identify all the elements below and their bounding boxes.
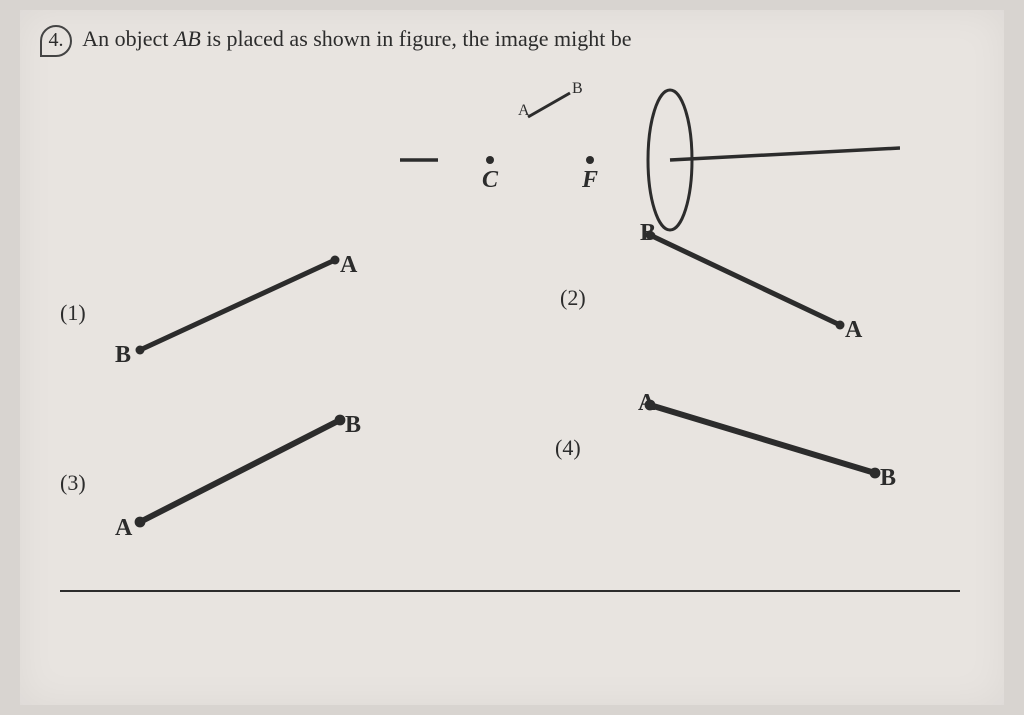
option-label-3: (3) <box>60 470 86 496</box>
label-B-obj: B <box>572 80 583 97</box>
point-F <box>586 156 594 164</box>
option-line-4 <box>650 405 885 483</box>
option-4-label-A: A <box>638 390 655 417</box>
question-number: 4. <box>40 25 72 57</box>
question-header: 4. An object AB is placed as shown in fi… <box>40 25 632 57</box>
option-label-2: (2) <box>560 285 586 311</box>
question-text-suffix: is placed as shown in figure, the image … <box>201 26 632 51</box>
question-text-prefix: An object <box>82 26 174 51</box>
option-1-label-B: B <box>115 342 131 369</box>
lens-diagram: C F A B <box>400 65 900 235</box>
option-4-label-B: B <box>880 465 896 492</box>
option-line-3 <box>140 420 350 532</box>
option-1-label-A: A <box>340 252 357 279</box>
lens-svg: C F A B <box>400 65 900 235</box>
option-label-1: (1) <box>60 300 86 326</box>
option-3-label-B: B <box>345 412 361 439</box>
option-label-4: (4) <box>555 435 581 461</box>
divider-line <box>60 590 960 592</box>
point-C <box>486 156 494 164</box>
option-2-label-B: B <box>640 220 656 247</box>
option-3-label-A: A <box>115 515 132 542</box>
label-C: C <box>482 167 499 193</box>
object-AB <box>528 93 570 117</box>
axis-right <box>670 148 900 160</box>
label-A-obj: A <box>518 102 530 119</box>
option-line-2 <box>650 235 850 335</box>
option-line-1 <box>140 260 345 360</box>
option-2-label-A: A <box>845 317 862 344</box>
object-name: AB <box>174 26 201 51</box>
page: 4. An object AB is placed as shown in fi… <box>20 10 1004 705</box>
label-F: F <box>581 167 598 193</box>
